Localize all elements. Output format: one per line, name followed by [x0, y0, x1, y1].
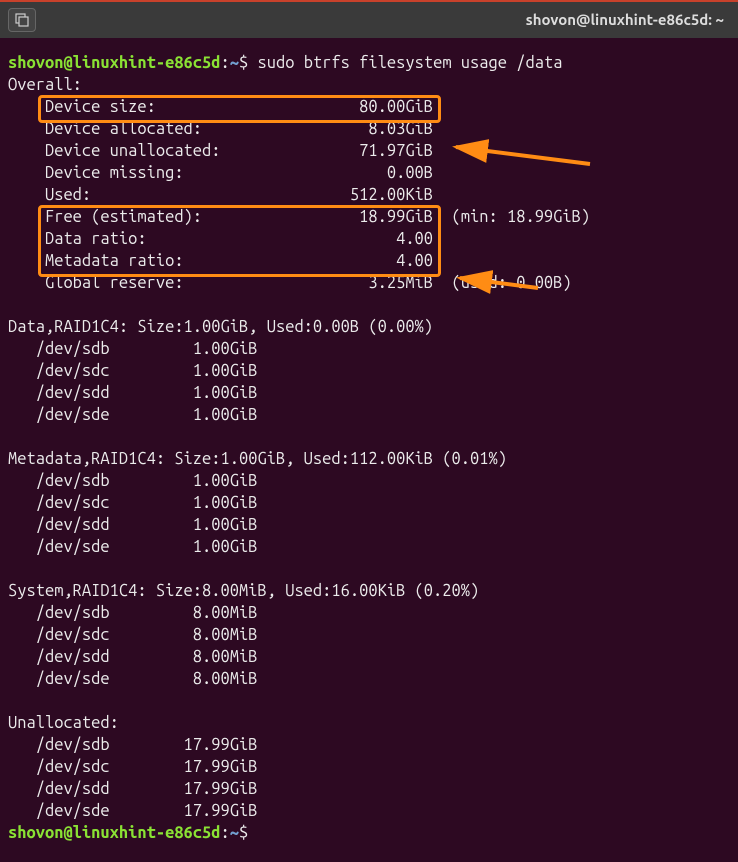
new-tab-button[interactable] — [8, 8, 36, 32]
window-title: shovon@linuxhint-e86c5d: ~ — [40, 9, 730, 31]
terminal-window: shovon@linuxhint-e86c5d: ~ shovon@linuxh… — [0, 0, 738, 862]
titlebar: shovon@linuxhint-e86c5d: ~ — [0, 0, 738, 38]
new-tab-icon — [15, 13, 29, 27]
terminal-output[interactable]: shovon@linuxhint-e86c5d:~$ sudo btrfs fi… — [0, 38, 738, 862]
